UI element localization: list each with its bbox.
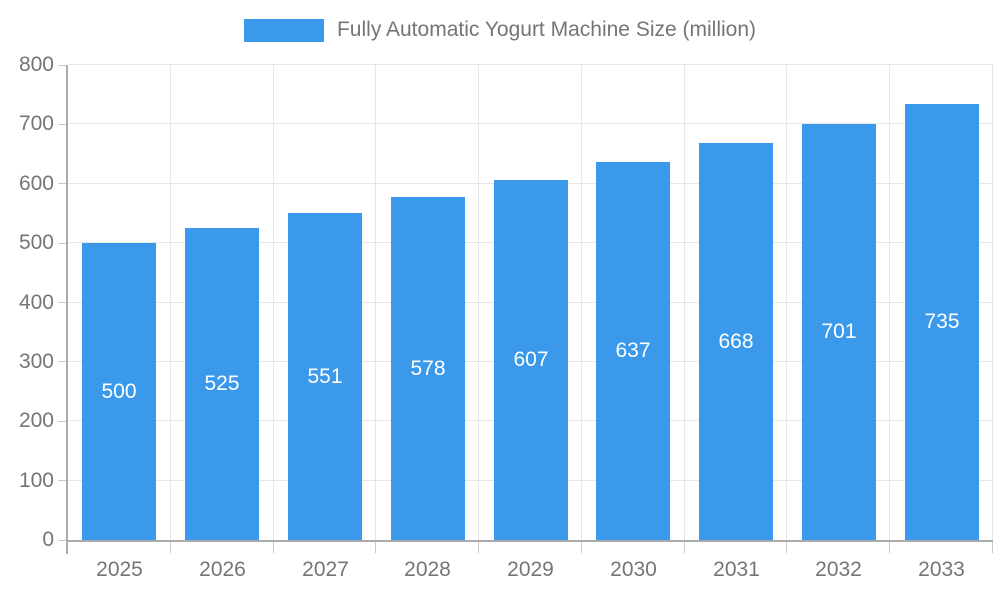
y-axis-tick-label: 700	[18, 112, 54, 136]
bar-value-label: 578	[410, 356, 446, 380]
bar-value-label: 500	[101, 379, 137, 403]
y-axis-tick-label: 500	[18, 231, 54, 255]
y-axis-tick-label: 0	[42, 528, 54, 551]
x-axis-category-label: 2027	[302, 558, 349, 581]
y-axis-tick	[58, 183, 68, 185]
bar-value-label: 525	[204, 372, 240, 395]
x-axis-category-label: 2031	[713, 558, 760, 581]
y-axis-tick	[58, 420, 68, 422]
bar-2025[interactable]: 500	[82, 243, 156, 540]
gridline-vertical	[170, 65, 171, 540]
y-axis-tick-label: 300	[18, 349, 54, 373]
bar-2032[interactable]: 701	[802, 124, 876, 540]
bar-value-label: 551	[307, 364, 343, 388]
x-axis-category-label: 2025	[96, 558, 143, 581]
bar-2029[interactable]: 607	[494, 180, 568, 540]
gridline-vertical	[889, 65, 890, 540]
y-axis-tick	[58, 242, 68, 244]
bar-2030[interactable]: 637	[596, 162, 670, 540]
gridline-horizontal	[68, 64, 993, 65]
gridline-vertical	[684, 65, 685, 540]
gridline-vertical	[478, 65, 479, 540]
x-axis-tick	[375, 540, 376, 553]
y-axis-tick-label: 800	[18, 53, 54, 76]
legend-item[interactable]: Fully Automatic Yogurt Machine Size (mil…	[0, 18, 1000, 42]
gridline-vertical	[375, 65, 376, 540]
x-axis-tick	[581, 540, 582, 553]
bar-value-label: 735	[924, 310, 960, 333]
gridline-horizontal	[68, 123, 993, 125]
x-axis-tick	[992, 540, 993, 553]
y-axis-line	[66, 65, 68, 554]
legend-label: Fully Automatic Yogurt Machine Size (mil…	[336, 18, 756, 41]
bar-2028[interactable]: 578	[391, 197, 465, 540]
x-axis-category-label: 2026	[199, 558, 246, 581]
bar-value-label: 637	[615, 339, 651, 362]
gridline-vertical	[786, 65, 787, 540]
x-axis-line	[66, 540, 993, 542]
y-axis-tick-label: 200	[18, 409, 54, 433]
y-axis-tick	[58, 302, 68, 303]
x-axis-category-label: 2033	[918, 558, 965, 581]
x-axis-category-label: 2032	[815, 558, 862, 581]
bar-2033[interactable]: 735	[905, 104, 979, 540]
legend-swatch	[243, 18, 324, 42]
x-axis-tick	[684, 540, 685, 553]
y-axis-tick-label: 100	[18, 468, 54, 492]
x-axis-tick	[170, 540, 171, 553]
x-axis-category-label: 2030	[610, 558, 657, 581]
gridline-vertical	[581, 65, 582, 540]
y-axis-tick	[58, 480, 68, 482]
x-axis-tick	[478, 540, 479, 553]
y-axis-tick	[58, 64, 68, 66]
bar-value-label: 607	[513, 348, 549, 371]
bar-value-label: 701	[821, 320, 857, 343]
y-axis-tick	[58, 123, 68, 125]
plot-area: 0 100 200 300 400 500 600 700 800 500 2025 525 2026 5…	[19, 53, 993, 581]
bar-value-label: 668	[718, 329, 754, 353]
x-axis-category-label: 2029	[507, 558, 554, 581]
y-axis-tick-label: 600	[18, 171, 54, 195]
bar-2031[interactable]: 668	[699, 143, 773, 540]
x-axis-tick	[786, 540, 787, 553]
y-axis-tick	[58, 361, 68, 363]
x-axis-tick	[273, 540, 274, 553]
y-axis-tick-label: 400	[18, 290, 54, 314]
y-axis-tick	[58, 539, 68, 541]
bar-2027[interactable]: 551	[288, 213, 362, 540]
gridline-vertical	[992, 65, 993, 540]
gridline-vertical	[273, 65, 274, 540]
x-axis-category-label: 2028	[404, 558, 451, 581]
bar-2026[interactable]: 525	[185, 228, 259, 540]
x-axis-tick	[889, 540, 890, 553]
